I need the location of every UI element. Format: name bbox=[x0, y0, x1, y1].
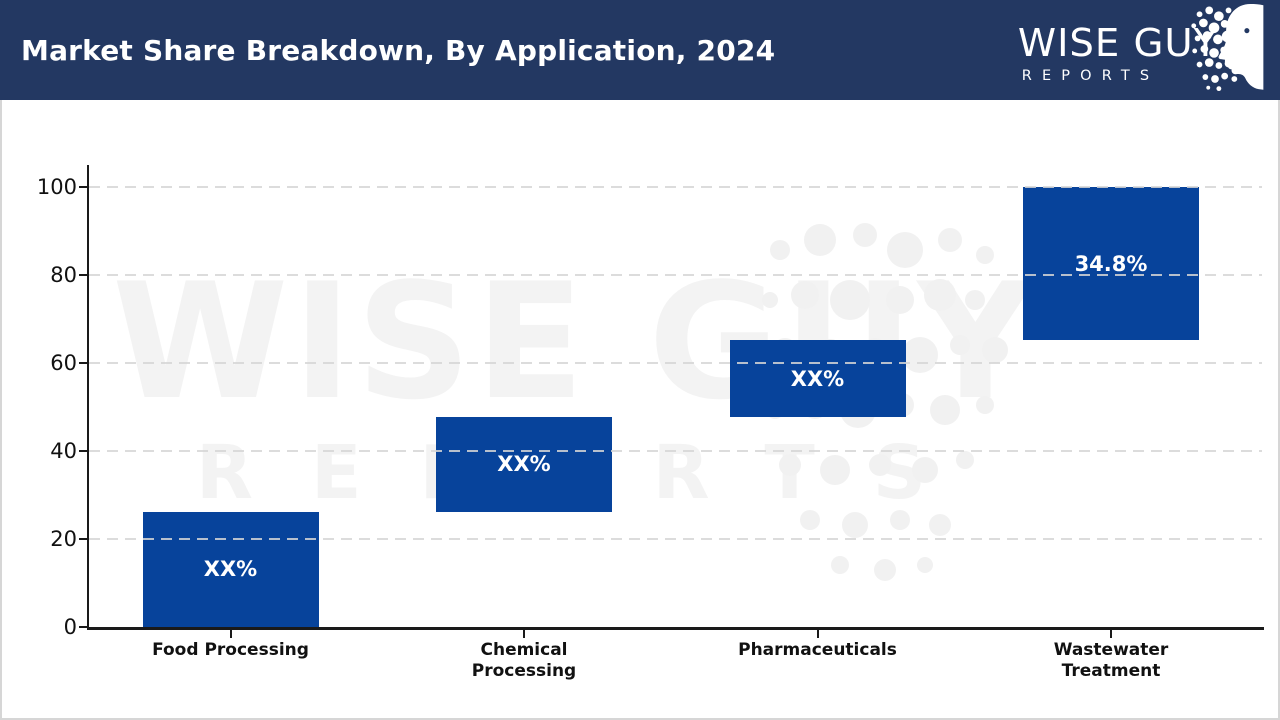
x-tick bbox=[1110, 630, 1112, 638]
gridline bbox=[89, 450, 1262, 452]
bar-value-label: XX% bbox=[203, 557, 258, 582]
logo-text-line2: REPORTS bbox=[1022, 68, 1159, 84]
y-tick bbox=[79, 274, 88, 276]
bar bbox=[436, 417, 612, 512]
logo-text-line1: WISE GUY bbox=[1018, 21, 1218, 66]
logo-face-eye bbox=[1244, 28, 1250, 34]
y-tick-label: 60 bbox=[50, 351, 77, 375]
y-tick bbox=[79, 186, 88, 188]
bar-value-label: 34.8% bbox=[1074, 251, 1148, 276]
y-tick bbox=[79, 362, 88, 364]
y-tick-label: 20 bbox=[50, 527, 77, 551]
x-tick bbox=[523, 630, 525, 638]
y-tick-label: 0 bbox=[63, 615, 77, 639]
x-category-label: Chemical Processing bbox=[471, 640, 577, 682]
x-category-label: Wastewater Treatment bbox=[1053, 640, 1169, 682]
y-axis-line bbox=[87, 165, 89, 629]
bar-value-label: XX% bbox=[497, 452, 551, 477]
bar bbox=[729, 340, 906, 418]
x-tick bbox=[229, 630, 232, 638]
y-tick bbox=[79, 626, 88, 628]
chart-plot-area: 0 20 40 60 80 100 XX% Food Processing XX% Chemica… bbox=[0, 100, 1280, 720]
bar bbox=[1023, 187, 1199, 341]
x-category-label: Food Processing bbox=[152, 640, 309, 660]
gridline bbox=[89, 538, 1262, 540]
page-title: Market Share Breakdown, By Application, … bbox=[21, 33, 776, 67]
y-tick bbox=[79, 538, 88, 540]
y-tick-label: 40 bbox=[50, 439, 77, 463]
y-tick-label: 80 bbox=[50, 263, 77, 287]
y-tick-label: 100 bbox=[36, 175, 77, 199]
header-bar: Market Share Breakdown, By Application, … bbox=[0, 0, 1280, 100]
y-tick bbox=[79, 450, 88, 452]
gridline bbox=[89, 274, 1262, 276]
gridline bbox=[89, 186, 1262, 188]
x-category-label: Pharmaceuticals bbox=[738, 640, 897, 660]
logo-face-icon bbox=[1218, 4, 1264, 90]
logo-dots bbox=[1191, 6, 1249, 92]
gridline bbox=[89, 362, 1262, 364]
x-axis-line bbox=[87, 627, 1264, 630]
bar bbox=[142, 511, 319, 627]
bar-value-label: XX% bbox=[790, 366, 845, 391]
x-tick bbox=[816, 630, 819, 638]
wise-guy-logo: WISE GUY REPORTS bbox=[1018, 4, 1264, 92]
